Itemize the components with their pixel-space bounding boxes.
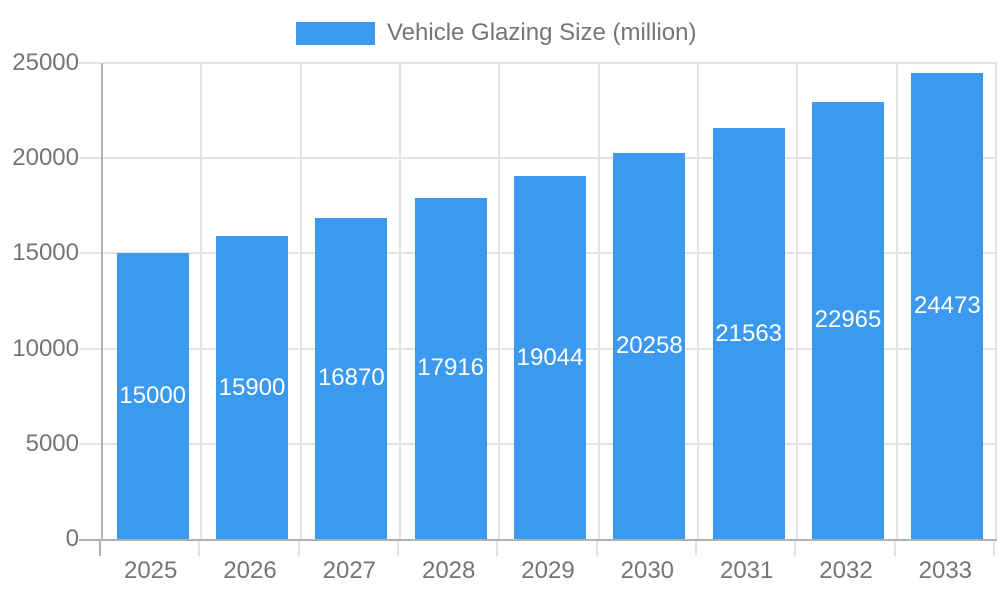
chart-legend: Vehicle Glazing Size (million) [296,19,696,47]
gridline-x-9 [995,63,997,539]
x-tick-8 [893,541,896,556]
plot-area: 15000 15900 16870 17916 19044 20258 21563 22965… [101,62,997,541]
bar-value-label-2031: 21563 [715,319,783,347]
legend-label: Vehicle Glazing Size (million) [387,19,697,46]
gridline-x-6 [697,63,699,539]
x-tick-2 [297,541,300,556]
y-axis-label-20000: 20000 [12,144,79,172]
x-axis-label-2027: 2027 [322,557,377,584]
bar-2026: 15900 [216,236,288,539]
gridline-x-1 [200,63,203,539]
bar-value-label-2030: 20258 [615,332,683,360]
bar-2028: 17916 [414,197,487,539]
x-axis-label-2029: 2029 [521,557,575,584]
x-tick-6 [695,541,697,556]
y-tick-20000 [79,157,101,160]
bar-2033: 24473 [911,73,984,539]
bar-value-label-2025: 15000 [119,382,187,410]
y-tick-0 [79,539,101,541]
bar-value-label-2026: 15900 [218,373,286,401]
y-axis-label-15000: 15000 [12,239,79,267]
x-axis-label-2032: 2032 [819,557,873,584]
gridline-x-5 [597,63,600,539]
y-tick-5000 [79,442,101,445]
bar-2025: 15000 [116,253,189,539]
x-axis-label-2028: 2028 [421,557,476,584]
bar-2031: 21563 [712,128,785,539]
x-tick-1 [198,541,201,556]
gridline-x-2 [299,63,302,539]
gridline-x-4 [498,63,501,539]
y-axis-label-5000: 5000 [25,429,79,457]
bar-2027: 16870 [315,217,388,539]
x-axis-label-2031: 2031 [719,557,774,584]
x-axis-label-2033: 2033 [918,557,973,584]
y-axis-label-10000: 10000 [12,334,79,362]
y-tick-10000 [79,347,101,350]
y-tick-15000 [79,252,101,255]
x-tick-7 [794,541,797,556]
x-tick-4 [496,541,499,556]
bar-2032: 22965 [812,101,884,539]
x-tick-0 [99,541,101,556]
y-axis-label-25000: 25000 [12,49,79,76]
bar-value-label-2027: 16870 [317,364,385,392]
gridline-x-8 [895,63,898,539]
gridline-x-3 [399,63,401,539]
bar-2030: 20258 [613,153,686,539]
y-axis-label-0: 0 [65,525,79,552]
gridline-x-7 [796,63,799,539]
gridline-y-25000 [103,62,997,64]
x-tick-9 [993,541,995,556]
x-axis-label-2025: 2025 [123,557,178,584]
bar-value-label-2028: 17916 [417,354,485,382]
x-tick-3 [397,541,399,556]
bar-2029: 19044 [514,176,586,539]
y-tick-25000 [79,62,101,64]
bar-value-label-2032: 22965 [814,306,882,334]
bar-value-label-2029: 19044 [516,343,584,371]
x-axis-label-2030: 2030 [620,557,675,584]
gridline-y-20000 [103,157,997,160]
legend-swatch [296,21,375,45]
bar-value-label-2033: 24473 [913,292,981,320]
x-tick-5 [595,541,598,556]
x-axis-label-2026: 2026 [223,557,277,584]
